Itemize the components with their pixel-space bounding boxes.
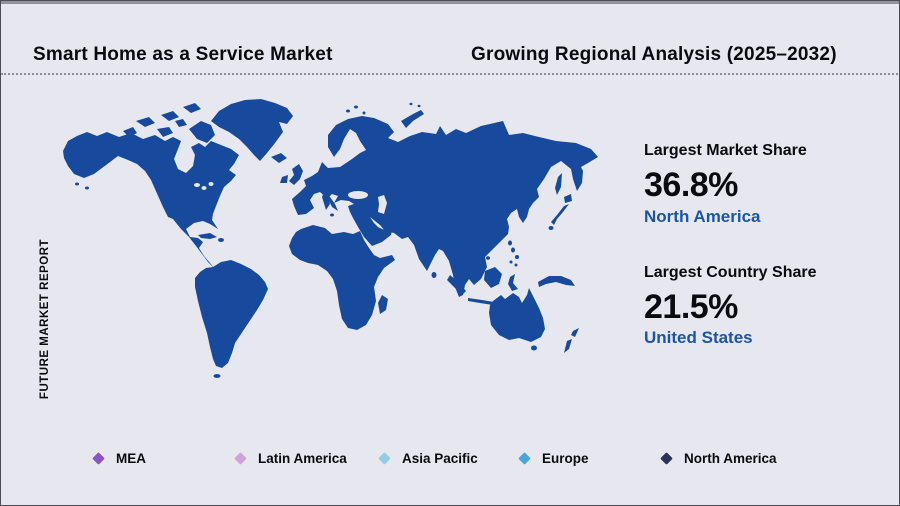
stat-region: North America — [644, 206, 761, 226]
great-lakes — [194, 183, 200, 187]
oceania — [489, 288, 579, 353]
legend-item-asia-pacific: Asia Pacific — [378, 448, 478, 468]
page-subtitle: Growing Regional Analysis (2025–2032) — [471, 44, 837, 65]
iceland — [271, 153, 287, 163]
kyushu — [548, 226, 554, 230]
hokkaido — [564, 194, 572, 203]
baffin-island — [189, 121, 215, 143]
new-zealand-north — [571, 328, 579, 337]
legend-label: Asia Pacific — [402, 450, 478, 466]
madagascar — [378, 295, 388, 314]
black-sea — [348, 191, 368, 199]
stat-label: Largest Market Share — [644, 142, 807, 159]
dotted-divider — [1, 73, 899, 75]
page-title: Smart Home as a Service Market — [33, 44, 333, 65]
legend-label: North America — [684, 450, 777, 466]
eurasia — [280, 102, 598, 297]
brand-watermark: FUTURE MARKET REPORT — [39, 238, 51, 400]
legend-item-europe: Europe — [518, 448, 589, 468]
legend-item-north-america: North America — [660, 448, 777, 468]
ireland — [280, 175, 288, 183]
stat-value: 21.5% — [644, 287, 738, 326]
sakhalin — [555, 173, 562, 195]
south-america — [195, 260, 268, 378]
caspian-sea — [378, 195, 387, 214]
hainan — [486, 256, 490, 260]
legend-item-latin-america: Latin America — [234, 448, 347, 468]
diamond-icon — [518, 451, 531, 465]
hispaniola — [218, 238, 224, 242]
africa — [289, 225, 395, 330]
sri-lanka — [431, 272, 437, 278]
diamond-icon — [660, 451, 673, 465]
sulawesi — [508, 274, 518, 291]
legend-label: MEA — [116, 450, 146, 466]
north-america-mainland — [63, 132, 239, 269]
novaya-zemlya — [401, 110, 424, 128]
legend-label: Europe — [542, 450, 589, 466]
stat-country-share: Largest Country Share 21.5% United State… — [644, 264, 894, 349]
taiwan — [508, 240, 512, 246]
stat-label: Largest Country Share — [644, 263, 817, 281]
borneo — [484, 267, 502, 288]
diamond-icon — [378, 451, 391, 465]
stat-region: United States — [644, 328, 753, 348]
tierra-del-fuego — [213, 374, 221, 378]
north-america — [63, 103, 239, 269]
tasmania — [531, 345, 537, 351]
top-border-bar — [1, 1, 899, 4]
java — [468, 298, 494, 305]
new-guinea — [538, 276, 575, 287]
legend-label: Latin America — [258, 450, 347, 466]
great-britain — [289, 164, 303, 185]
legend-item-mea: MEA — [92, 448, 146, 468]
diamond-icon — [92, 451, 105, 465]
diamond-icon — [234, 451, 247, 465]
stat-value: 36.8% — [644, 166, 738, 204]
sumatra — [447, 275, 466, 295]
world-map — [63, 99, 598, 378]
new-zealand-south — [564, 339, 572, 353]
greenland — [211, 99, 293, 161]
eurasia-mainland — [292, 116, 598, 297]
sicily — [330, 213, 334, 217]
honshu — [551, 204, 569, 225]
stat-market-share: Largest Market Share 36.8% North America — [644, 142, 894, 227]
stats-panel: Largest Market Share 36.8% North America… — [644, 142, 894, 385]
southeast-asia-islands — [447, 247, 575, 305]
australia — [489, 288, 545, 342]
cuba — [198, 233, 217, 239]
